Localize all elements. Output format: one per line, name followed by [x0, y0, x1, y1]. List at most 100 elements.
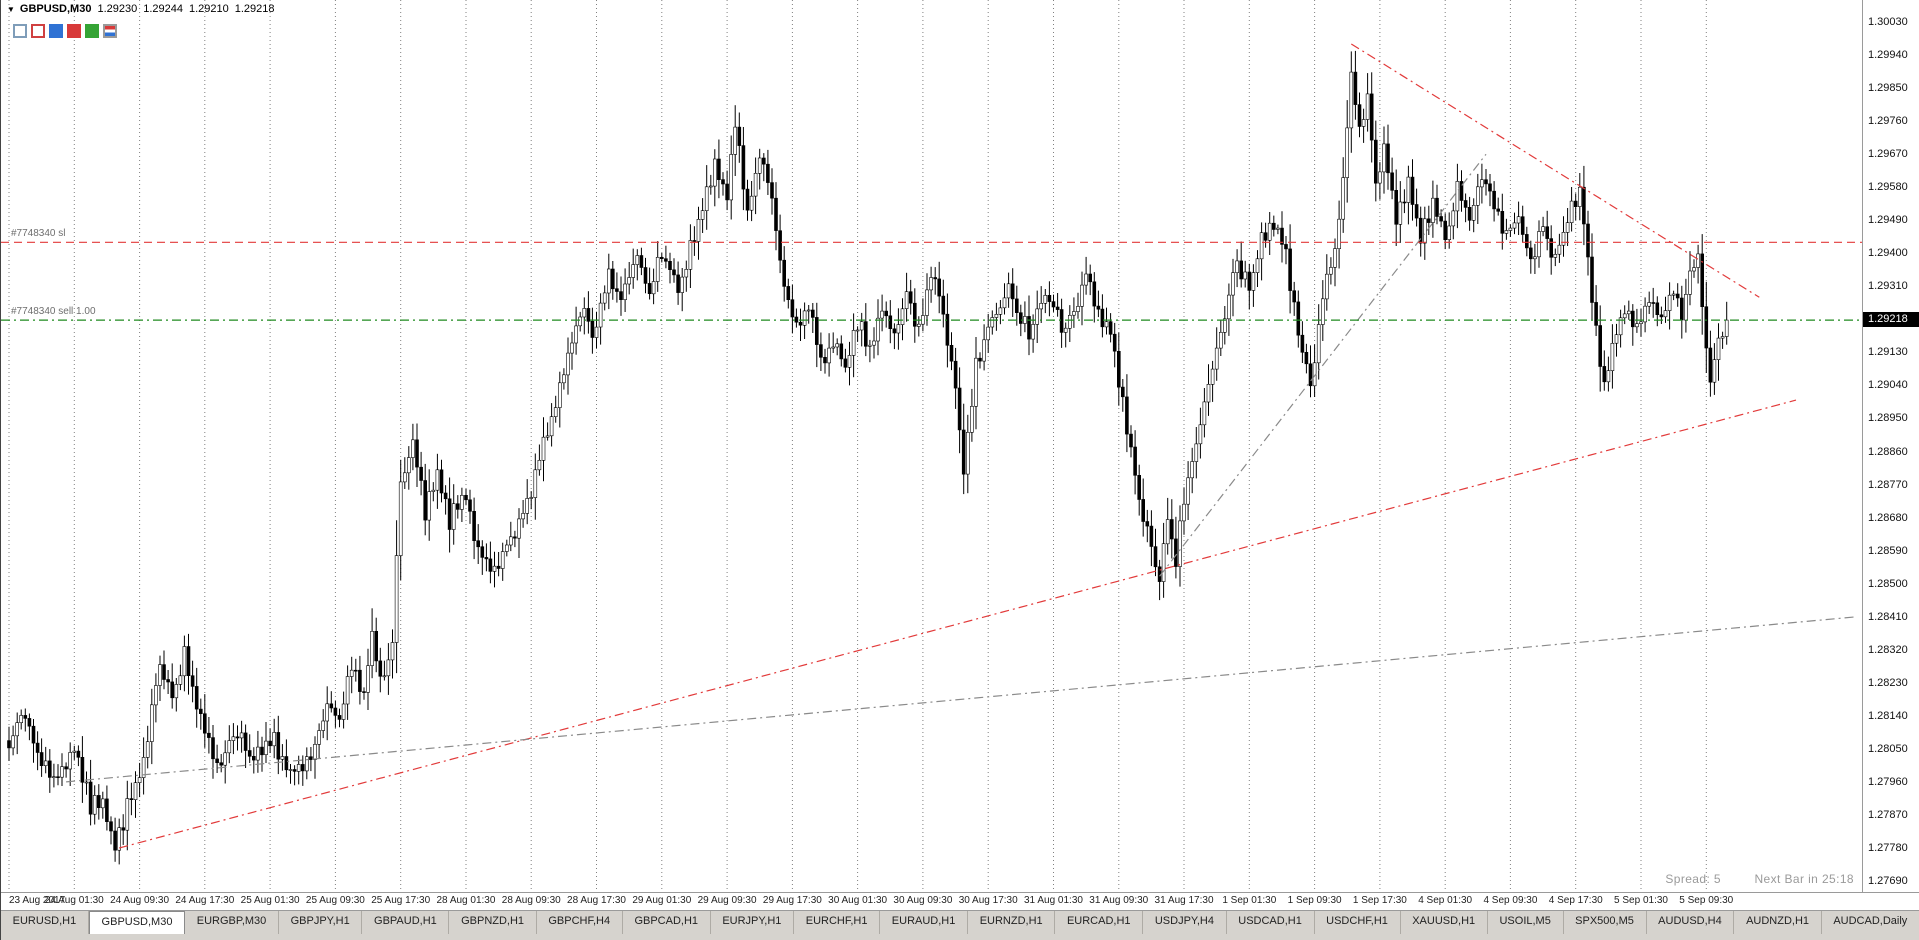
time-axis-label: 30 Aug 17:30	[958, 895, 1018, 906]
price-axis-label: 1.28230	[1868, 676, 1908, 689]
time-axis-label: 29 Aug 09:30	[697, 895, 757, 906]
price-axis-label: 1.27780	[1868, 841, 1908, 854]
price-axis-label: 1.29760	[1868, 115, 1908, 128]
price-axis-label: 1.28950	[1868, 412, 1908, 425]
chart-canvas[interactable]	[1, 0, 1862, 892]
price-axis-label: 1.29580	[1868, 181, 1908, 194]
time-axis-label: 1 Sep 09:30	[1287, 895, 1342, 906]
time-axis-label: 24 Aug 09:30	[110, 895, 170, 906]
chart-tab-bar: EURUSD,H1 GBPUSD,M30 EURGBP,M30 GBPJPY,H1 GB…	[1, 910, 1919, 934]
price-axis-label: 1.27870	[1868, 808, 1908, 821]
blue-fill-button[interactable]	[49, 24, 63, 38]
order-line-label: #7748340 sell 1.00	[11, 306, 96, 318]
price-axis-label: 1.28860	[1868, 445, 1908, 458]
tab-eurcad-h1[interactable]: EURCAD,H1	[1055, 911, 1144, 934]
price-axis-label: 1.28320	[1868, 643, 1908, 656]
symbol-dropdown-arrow[interactable]: ▼	[7, 4, 15, 14]
order-line-label: #7748340 sl	[11, 228, 66, 240]
open-value: 1.29230	[97, 3, 138, 15]
time-axis-label: 30 Aug 09:30	[893, 895, 953, 906]
time-axis-label: 4 Sep 17:30	[1548, 895, 1603, 906]
tab-xauusd-h1[interactable]: XAUUSD,H1	[1400, 911, 1488, 934]
tab-gbpjpy-h1[interactable]: GBPJPY,H1	[278, 911, 363, 934]
status-text: Spread: 5 Next Bar in 25:18	[1665, 872, 1854, 886]
tab-gbpnzd-h1[interactable]: GBPNZD,H1	[449, 911, 537, 934]
time-axis-label: 4 Sep 01:30	[1418, 895, 1473, 906]
current-price-badge: 1.29218	[1863, 312, 1919, 328]
empty-box-button[interactable]	[13, 24, 27, 38]
next-bar-label: Next Bar in 25:18	[1754, 872, 1854, 886]
tab-eurjpy-h1[interactable]: EURJPY,H1	[710, 911, 795, 934]
time-axis-label: 30 Aug 01:30	[828, 895, 888, 906]
symbol-label: GBPUSD,M30	[19, 3, 92, 15]
price-axis-label: 1.30030	[1868, 16, 1908, 29]
window-bottom-edge	[1, 934, 1919, 940]
striped-button[interactable]	[103, 24, 117, 38]
tab-usdchf-h1[interactable]: USDCHF,H1	[1314, 911, 1401, 934]
price-axis-label: 1.29040	[1868, 379, 1908, 392]
time-axis-label: 25 Aug 17:30	[371, 895, 431, 906]
tab-spx500-m5[interactable]: SPX500,M5	[1563, 911, 1647, 934]
price-axis-label: 1.28770	[1868, 478, 1908, 491]
red-fill-button[interactable]	[67, 24, 81, 38]
low-value: 1.29210	[188, 3, 229, 15]
price-axis-label: 1.29400	[1868, 247, 1908, 260]
red-box-button[interactable]	[31, 24, 45, 38]
high-value: 1.29244	[143, 3, 183, 15]
time-axis-label: 5 Sep 09:30	[1679, 895, 1734, 906]
time-axis-label: 31 Aug 09:30	[1089, 895, 1149, 906]
tab-gbpchf-h4[interactable]: GBPCHF,H4	[536, 911, 623, 934]
tab-audusd-h4[interactable]: AUDUSD,H4	[1646, 911, 1735, 934]
tab-gbpaud-h1[interactable]: GBPAUD,H1	[362, 911, 450, 934]
price-axis-label: 1.28410	[1868, 610, 1908, 623]
close-value: 1.29218	[234, 3, 275, 15]
time-axis-label: 29 Aug 01:30	[632, 895, 692, 906]
tab-audcad-daily[interactable]: AUDCAD,Daily	[1821, 911, 1919, 934]
chart-area: ▼ GBPUSD,M30 1.29230 1.29244 1.29210 1.2…	[1, 0, 1919, 892]
tab-usdcad-h1[interactable]: USDCAD,H1	[1226, 911, 1315, 934]
price-axis-label: 1.28590	[1868, 544, 1908, 557]
time-axis-label: 24 Aug 17:30	[175, 895, 235, 906]
time-axis-label: 5 Sep 01:30	[1614, 895, 1668, 906]
tab-eurchf-h1[interactable]: EURCHF,H1	[794, 911, 881, 934]
object-color-toolbar	[13, 24, 117, 38]
time-axis-label: 25 Aug 01:30	[240, 895, 300, 906]
time-axis-label: 28 Aug 09:30	[501, 895, 561, 906]
price-axis-label: 1.28140	[1868, 709, 1908, 722]
green-fill-button[interactable]	[85, 24, 99, 38]
price-axis-label: 1.28050	[1868, 742, 1908, 755]
tab-gbpcad-h1[interactable]: GBPCAD,H1	[622, 911, 711, 934]
price-axis-label: 1.29310	[1868, 280, 1908, 293]
price-axis-label: 1.28680	[1868, 511, 1908, 524]
price-axis-label: 1.27690	[1868, 874, 1908, 887]
time-axis-label: 31 Aug 17:30	[1154, 895, 1214, 906]
time-axis-label: 25 Aug 09:30	[305, 895, 365, 906]
time-axis-label: 1 Sep 17:30	[1352, 895, 1407, 906]
tab-euraud-h1[interactable]: EURAUD,H1	[880, 911, 969, 934]
tab-usdjpy-h4[interactable]: USDJPY,H4	[1143, 911, 1227, 934]
tab-gbpusd-m30[interactable]: GBPUSD,M30	[88, 911, 186, 934]
tab-usoil-m5[interactable]: USOIL,M5	[1487, 911, 1564, 934]
time-axis[interactable]: 23 Aug 2017 24 Aug 01:30 24 Aug 09:30 24 Au…	[1, 892, 1919, 910]
tab-audnzd-h1[interactable]: AUDNZD,H1	[1734, 911, 1822, 934]
plot-area: ▼ GBPUSD,M30 1.29230 1.29244 1.29210 1.2…	[1, 0, 1862, 892]
time-axis-label: 28 Aug 17:30	[567, 895, 626, 906]
price-axis-label: 1.29850	[1868, 82, 1908, 95]
price-axis-label: 1.29490	[1868, 214, 1908, 227]
tab-eurnzd-h1[interactable]: EURNZD,H1	[968, 911, 1056, 934]
time-axis-label: 31 Aug 01:30	[1023, 895, 1083, 906]
price-axis-label: 1.27960	[1868, 775, 1908, 788]
price-axis[interactable]: 1.30030 1.29940 1.29850 1.29760 1.29670 1.295…	[1862, 0, 1919, 892]
time-axis-label: 1 Sep 01:30	[1222, 895, 1277, 906]
time-axis-label: 29 Aug 17:30	[762, 895, 822, 906]
time-axis-label: 23 Aug 2017	[9, 895, 66, 906]
tab-eurusd-h1[interactable]: EURUSD,H1	[1, 911, 89, 934]
time-axis-label: 4 Sep 09:30	[1483, 895, 1538, 906]
price-axis-label: 1.28500	[1868, 577, 1908, 590]
spread-label: Spread: 5	[1665, 872, 1721, 886]
tab-eurgbp-m30[interactable]: EURGBP,M30	[185, 911, 279, 934]
time-axis-label: 28 Aug 01:30	[436, 895, 496, 906]
price-axis-label: 1.29130	[1868, 346, 1908, 359]
time-axis-label: 24 Aug 01:30	[44, 895, 104, 906]
